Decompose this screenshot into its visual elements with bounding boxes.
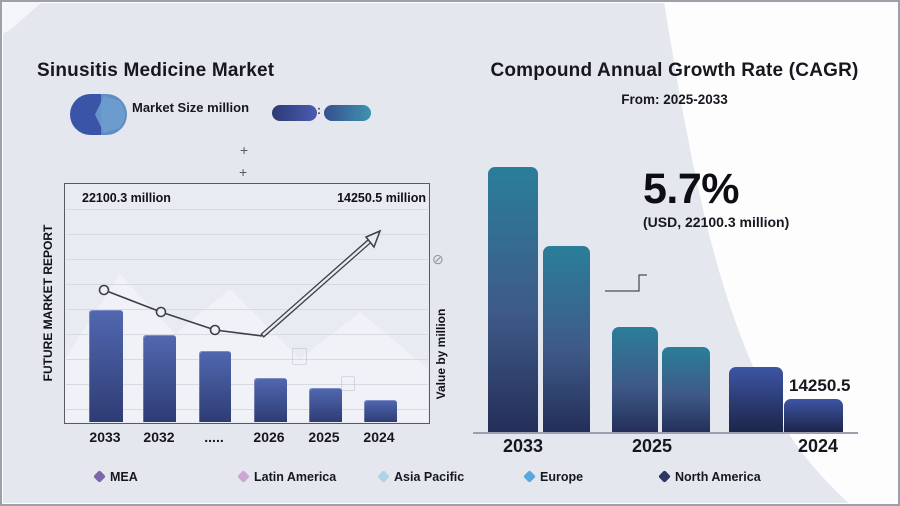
cagr-bar-2024-series-a [729,367,783,433]
y-axis-label: Value by million [434,308,448,400]
legend-label-mea: MEA [110,470,138,484]
x-tick-2024: 2024 [363,429,395,445]
bar-2033 [89,310,123,422]
market-size-chart [64,183,430,424]
cagr-x-tick-2033: 2033 [502,436,544,456]
x-tick-2032: 2032 [143,429,175,445]
bar-series [65,184,429,423]
cagr-x-tick-2025: 2025 [631,436,673,456]
faint-document-icon [341,376,355,391]
step-corner-decoration [605,274,647,292]
cagr-bar-2025-series-b [662,347,710,433]
market-size-label: Market Size million [132,100,250,115]
legend-label-europe: Europe [540,470,584,484]
legend-label-north-america: North America [675,470,761,484]
legend-label-latin-america: Latin America [254,470,337,484]
bar-2026 [254,378,287,422]
slashed-circle-icon: ⊘ [432,251,444,267]
x-tick-2033: 2033 [89,429,121,445]
cagr-bar-2033-series-b [543,246,590,433]
legend-label-asia-pacific: Asia Pacific [394,470,465,484]
page-title: Sinusitis Medicine Market [37,60,275,81]
bar-2025 [309,388,342,422]
cagr-subtitle: From: 2025-2033 [621,92,728,107]
cagr-note: (USD, 22100.3 million) [643,214,790,230]
cagr-x-tick-2024: 2024 [797,436,839,456]
faint-document-icon [292,348,307,365]
future-market-report-watermark: FUTURE MARKET REPORT [41,224,55,382]
chart-gridlines [66,185,428,422]
value-annotation-2033: 22100.3 million [82,191,171,205]
plus-icon: + [239,164,248,180]
ratio-pill-left-icon [272,105,317,121]
x-tick-2025: 2025 [308,429,340,445]
pill-facet [95,96,125,133]
pill-capsule-icon [70,94,127,135]
bar-2024 [364,400,397,422]
cagr-bar-2033-series-a [488,167,538,433]
corner-slash-shape [2,2,42,34]
bar-..... [199,351,231,422]
x-tick-2026: 2026 [253,429,285,445]
ratio-pill-right-icon [324,105,371,121]
plus-icon: + [240,142,249,158]
cagr-value: 5.7% [643,165,740,213]
cagr-bar-chart [473,162,863,433]
cagr-bar-2025-series-a [612,327,658,433]
value-annotation-2024: 14250.5 million [337,191,426,205]
cagr-bar-2024-series-b [784,399,843,433]
white-swoosh-shape [664,2,898,504]
arrowhead-icon [364,229,382,249]
trend-line-and-arrow [98,229,382,338]
ratio-separator: : [317,103,321,117]
bar-2032 [143,335,176,422]
cagr-title: Compound Annual Growth Rate (CAGR) [490,60,859,81]
x-tick-ellipsis: ..... [204,429,224,445]
bar-value-label: 14250.5 [789,376,851,395]
x-axis-line [473,432,858,434]
